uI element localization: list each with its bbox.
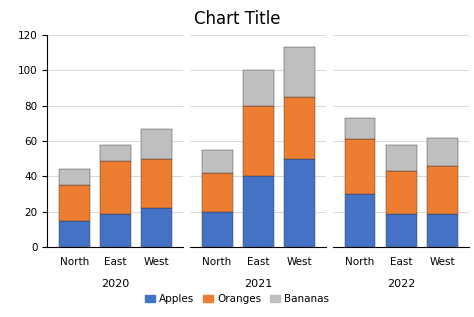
Text: 2022: 2022: [387, 279, 415, 289]
Bar: [201, 150, 233, 173]
Bar: [243, 70, 274, 106]
Bar: [59, 221, 90, 247]
Text: 2021: 2021: [244, 279, 273, 289]
Text: 2020: 2020: [101, 279, 129, 289]
Bar: [141, 159, 172, 208]
Bar: [345, 194, 375, 247]
Bar: [59, 169, 90, 185]
Bar: [284, 47, 315, 97]
Bar: [201, 212, 233, 247]
Bar: [386, 145, 417, 171]
Bar: [427, 214, 458, 247]
Bar: [345, 139, 375, 194]
Bar: [141, 208, 172, 247]
Bar: [427, 138, 458, 166]
Bar: [201, 173, 233, 212]
Bar: [345, 118, 375, 139]
Bar: [284, 159, 315, 247]
Bar: [100, 160, 131, 214]
Bar: [386, 171, 417, 214]
Bar: [284, 97, 315, 159]
Legend: Apples, Oranges, Bananas: Apples, Oranges, Bananas: [140, 290, 334, 309]
Bar: [141, 129, 172, 159]
Text: Chart Title: Chart Title: [194, 10, 280, 28]
Bar: [100, 214, 131, 247]
Bar: [243, 177, 274, 247]
Bar: [59, 185, 90, 221]
Bar: [100, 145, 131, 160]
Bar: [427, 166, 458, 214]
Bar: [243, 106, 274, 177]
Bar: [386, 214, 417, 247]
